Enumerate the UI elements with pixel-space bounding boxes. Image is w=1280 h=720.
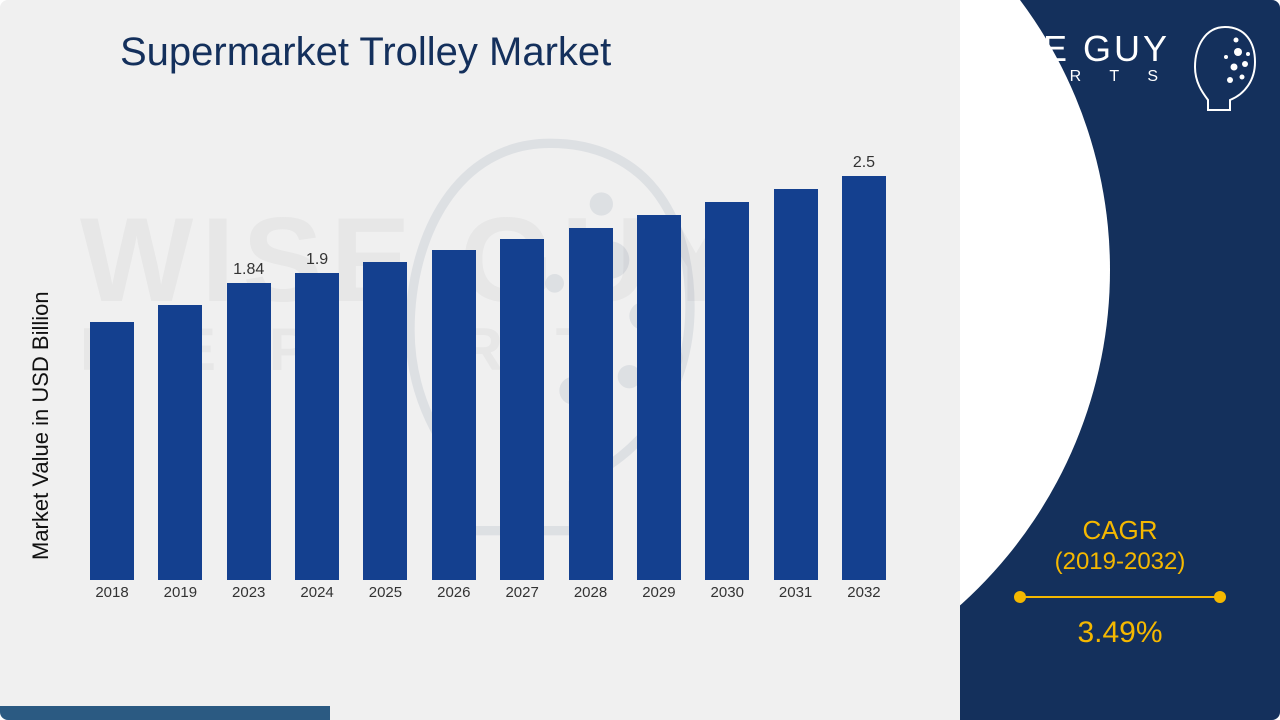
bar-rect <box>569 228 613 580</box>
bar-2027 <box>488 217 556 580</box>
x-axis-ticks: 2018201920232024202520262027202820292030… <box>78 584 898 601</box>
bar-rect <box>637 215 681 580</box>
bar-2023: 1.84 <box>215 261 283 580</box>
x-tick: 2030 <box>693 584 761 601</box>
bar-rect <box>295 273 339 580</box>
bar-rect <box>705 202 749 580</box>
chart-area: WISE GUY R E P O R T S Supermarket Troll… <box>0 0 960 720</box>
bar-value-label: 2.5 <box>853 154 875 172</box>
x-tick: 2029 <box>625 584 693 601</box>
bar-2026 <box>420 228 488 580</box>
bar-rect <box>774 189 818 580</box>
x-tick: 2026 <box>420 584 488 601</box>
chart-title: Supermarket Trolley Market <box>120 30 611 75</box>
cagr-range: (2019-2032) <box>990 548 1250 576</box>
infographic-canvas: WISE GUY R E P O R T S WISE GUY R E P O … <box>0 0 1280 720</box>
bar-plot: 1.841.92.5 <box>78 160 898 580</box>
x-tick: 2019 <box>146 584 214 601</box>
bottom-accent-bar <box>0 706 330 720</box>
x-tick: 2032 <box>830 584 898 601</box>
cagr-block: CAGR (2019-2032) 3.49% <box>990 515 1250 650</box>
y-axis-label: Market Value in USD Billion <box>28 291 54 560</box>
bar-rect <box>227 283 271 580</box>
x-tick: 2018 <box>78 584 146 601</box>
bar-2024: 1.9 <box>283 251 351 580</box>
bar-rect <box>158 305 202 580</box>
bar-2028 <box>557 206 625 580</box>
bars-container: 1.841.92.5 <box>78 160 898 580</box>
bar-rect <box>432 250 476 580</box>
bar-2030 <box>693 180 761 580</box>
cagr-divider <box>1020 596 1220 598</box>
bar-value-label: 1.84 <box>233 261 264 279</box>
x-tick: 2024 <box>283 584 351 601</box>
bar-value-label: 1.9 <box>306 251 328 269</box>
bar-rect <box>90 322 134 580</box>
cagr-value: 3.49% <box>990 616 1250 650</box>
bar-2029 <box>625 193 693 580</box>
x-tick: 2027 <box>488 584 556 601</box>
bar-rect <box>500 239 544 580</box>
bar-rect <box>363 262 407 580</box>
bar-2025 <box>351 240 419 580</box>
cagr-label: CAGR <box>990 515 1250 546</box>
x-tick: 2023 <box>215 584 283 601</box>
x-tick: 2028 <box>557 584 625 601</box>
bar-rect <box>842 176 886 580</box>
x-tick: 2025 <box>351 584 419 601</box>
bar-2031 <box>762 167 830 580</box>
bar-2019 <box>146 283 214 580</box>
x-tick: 2031 <box>762 584 830 601</box>
bar-2032: 2.5 <box>830 154 898 580</box>
bar-2018 <box>78 300 146 580</box>
logo-head-icon <box>1190 22 1260 112</box>
